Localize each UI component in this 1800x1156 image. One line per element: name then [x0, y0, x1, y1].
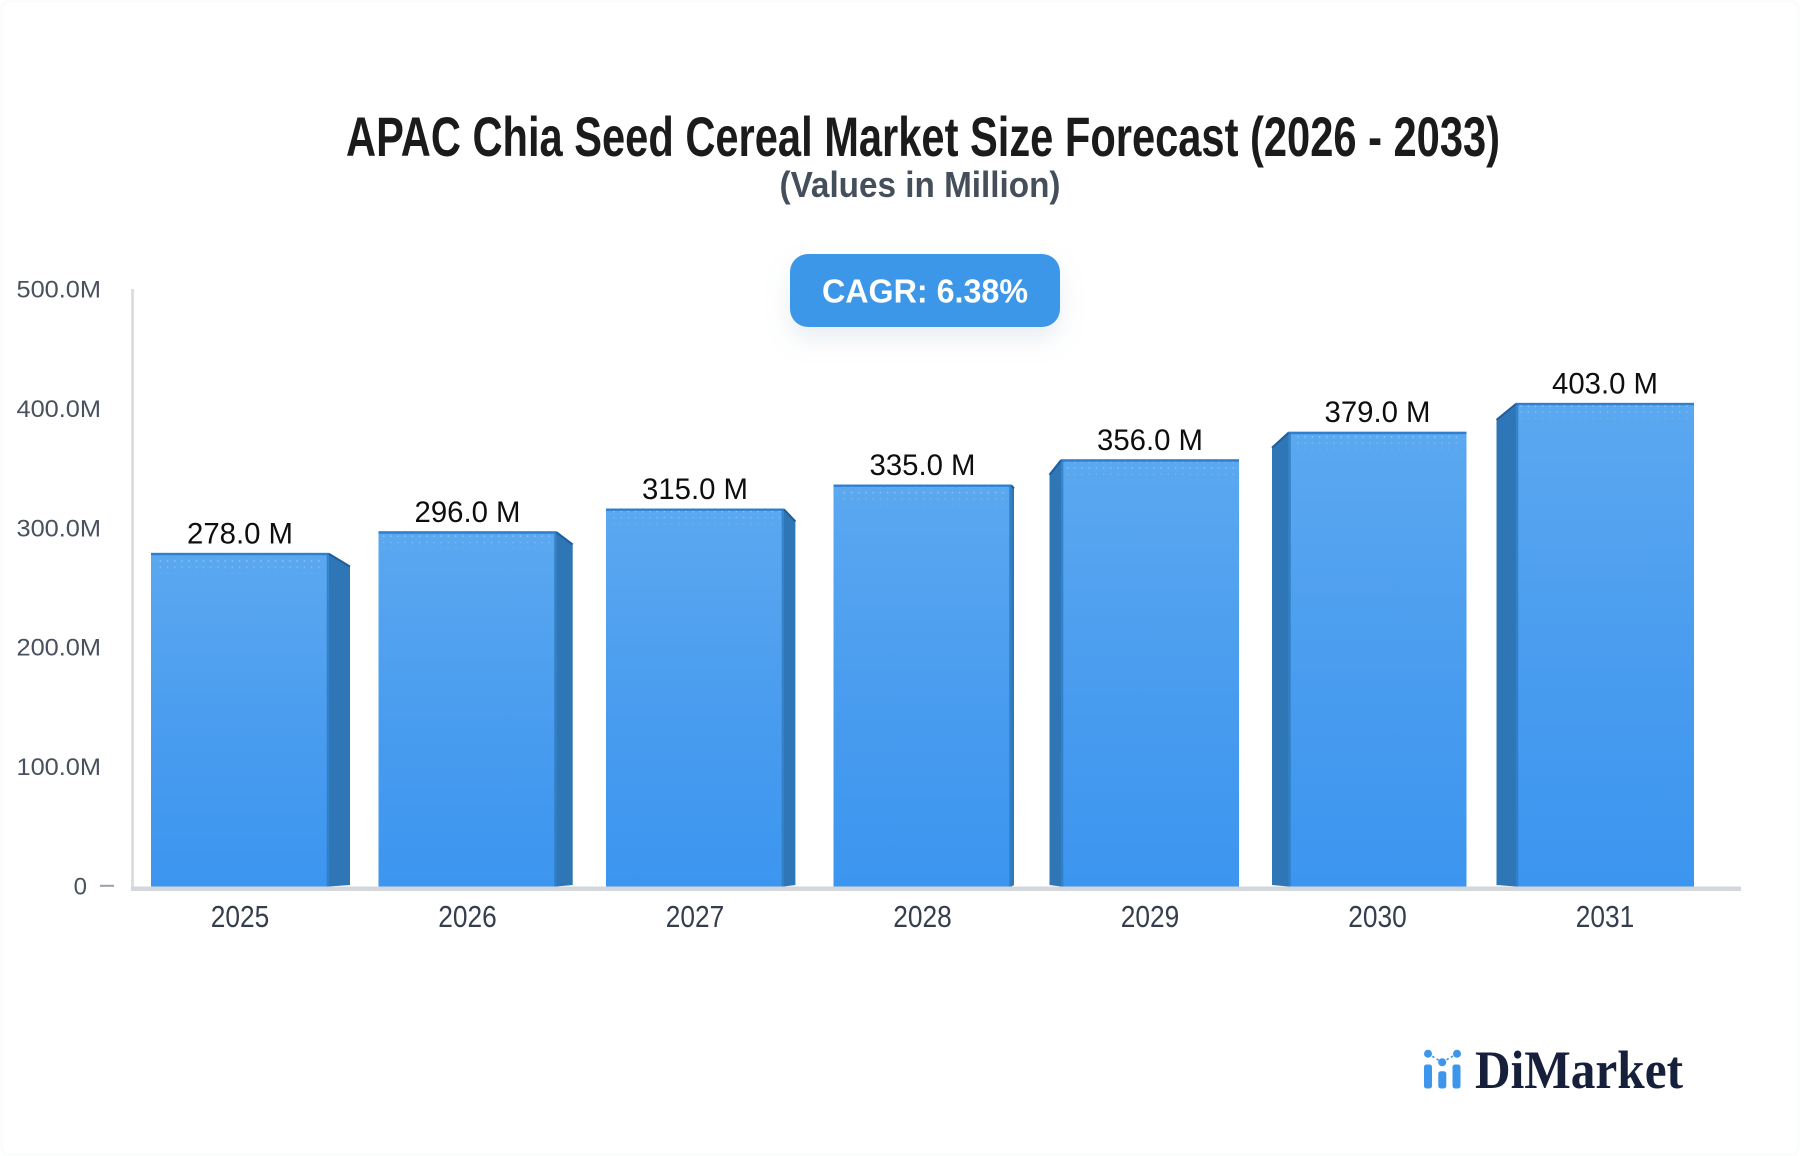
svg-text:2025: 2025	[211, 899, 270, 934]
svg-text:278.0 M: 278.0 M	[187, 517, 293, 550]
svg-text:379.0 M: 379.0 M	[1325, 396, 1431, 429]
svg-text:(Values in Million): (Values in Million)	[780, 164, 1061, 205]
svg-text:356.0 M: 356.0 M	[1097, 424, 1203, 457]
svg-text:400.0M: 400.0M	[17, 396, 102, 423]
svg-text:2027: 2027	[666, 899, 725, 934]
svg-text:2026: 2026	[438, 899, 497, 934]
svg-text:CAGR: 6.38%: CAGR: 6.38%	[822, 273, 1028, 310]
svg-text:2028: 2028	[893, 899, 952, 934]
svg-text:2029: 2029	[1121, 899, 1180, 934]
svg-text:335.0 M: 335.0 M	[870, 449, 976, 482]
svg-text:403.0 M: 403.0 M	[1552, 367, 1658, 400]
svg-text:APAC Chia Seed Cereal Market S: APAC Chia Seed Cereal Market Size Foreca…	[346, 105, 1500, 168]
svg-text:300.0M: 300.0M	[17, 515, 102, 542]
svg-text:200.0M: 200.0M	[17, 635, 102, 662]
svg-text:DiMarket: DiMarket	[1475, 1040, 1683, 1100]
svg-text:2031: 2031	[1576, 899, 1635, 934]
svg-text:500.0M: 500.0M	[17, 277, 102, 304]
svg-text:2030: 2030	[1348, 899, 1407, 934]
svg-text:100.0M: 100.0M	[17, 754, 102, 781]
svg-text:315.0 M: 315.0 M	[642, 473, 748, 506]
svg-text:296.0 M: 296.0 M	[415, 496, 521, 529]
svg-text:0: 0	[74, 874, 87, 901]
